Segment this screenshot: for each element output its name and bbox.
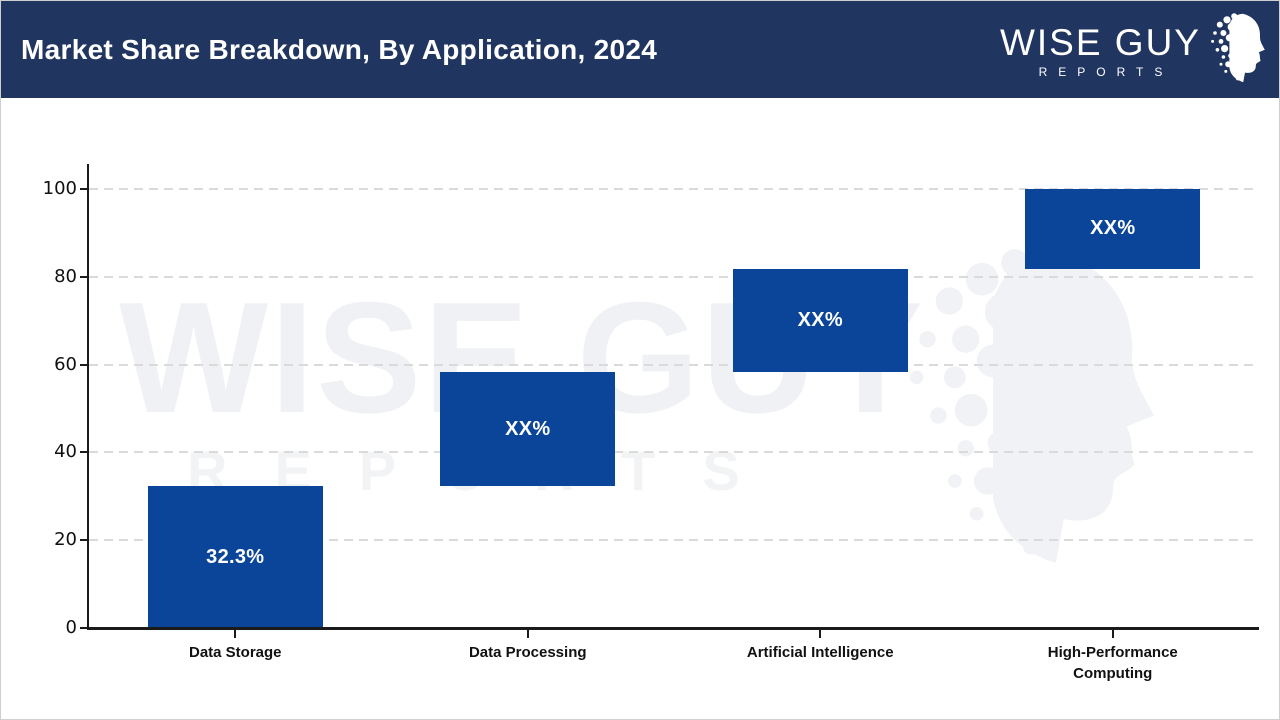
y-tick-40: [80, 451, 88, 454]
y-tick-80: [80, 275, 88, 278]
y-axis-spine: [87, 164, 89, 629]
gridline-40: [89, 451, 1259, 454]
bar-value-label: 32.3%: [206, 545, 265, 568]
y-tick-label-20: 20: [54, 529, 77, 551]
y-tick-label-60: 60: [54, 353, 77, 375]
x-axis-spine: [87, 627, 1259, 630]
y-tick-label-40: 40: [54, 441, 77, 463]
x-tick-1: [526, 630, 529, 638]
x-tick-label-3: High-Performance Computing: [1047, 644, 1178, 682]
brand-subtitle: REPORTS: [1038, 65, 1174, 80]
brand-name: WISE GUY: [999, 21, 1201, 63]
bar-data-processing: XX%: [440, 372, 616, 487]
page-title: Market Share Breakdown, By Application, …: [21, 33, 658, 65]
bar-high-performance-computing: XX%: [1025, 189, 1201, 269]
gridline-80: [89, 275, 1259, 278]
x-tick-2: [819, 630, 822, 638]
bar-value-label: XX%: [505, 417, 551, 440]
dotted-head-icon: [1211, 13, 1265, 83]
y-tick-60: [80, 363, 88, 366]
header-band: Market Share Breakdown, By Application, …: [1, 1, 1279, 98]
x-tick-label-0: Data Storage: [188, 644, 282, 661]
brand-logo-text: WISE GUY REPORTS: [999, 21, 1201, 80]
y-tick-label-0: 0: [65, 617, 77, 638]
watermark-dotted-head-icon: [909, 249, 1154, 563]
bar-value-label: XX%: [797, 308, 843, 331]
bar-value-label: XX%: [1090, 217, 1136, 240]
x-tick-3: [1111, 630, 1114, 638]
x-tick-0: [234, 630, 237, 638]
y-tick-label-100: 100: [42, 178, 77, 199]
y-tick-label-80: 80: [54, 265, 77, 287]
y-tick-20: [80, 539, 88, 542]
brand-logo: WISE GUY REPORTS: [1000, 9, 1269, 93]
x-tick-label-2: Artificial Intelligence: [746, 644, 894, 661]
gridline-60: [89, 363, 1259, 366]
bar-data-storage: 32.3%: [147, 486, 323, 628]
bar-artificial-intelligence: XX%: [732, 268, 908, 373]
x-tick-label-1: Data Processing: [468, 644, 587, 661]
y-tick-100: [80, 188, 88, 190]
gridline-20: [89, 539, 1259, 542]
y-tick-0: [80, 627, 88, 629]
gridline-100: [89, 188, 1259, 190]
